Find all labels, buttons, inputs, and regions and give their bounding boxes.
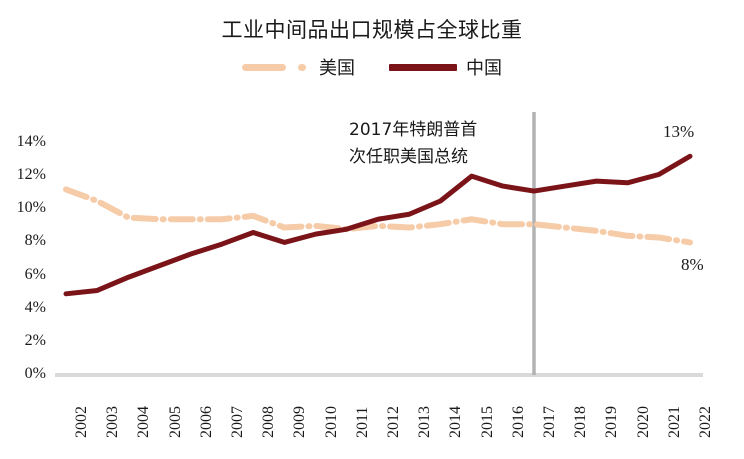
x-tick-label: 2005: [166, 406, 184, 438]
x-tick-label: 2009: [291, 406, 309, 438]
y-tick-label: 0%: [24, 365, 46, 382]
legend-label-china: 中国: [466, 58, 502, 79]
china-end-value-label: 13%: [663, 122, 695, 142]
x-tick-label: 2004: [135, 406, 153, 438]
x-tick-label: 2011: [353, 406, 371, 438]
x-tick-label: 2007: [229, 406, 246, 438]
y-tick-label: 2%: [24, 331, 46, 349]
y-tick-label: 12%: [16, 166, 46, 184]
legend-item-china[interactable]: 中国: [389, 54, 502, 80]
annotation-line-2: 次任职美国总统: [349, 147, 468, 167]
x-tick-label: 2006: [197, 406, 215, 438]
x-tick-label: 2022: [697, 406, 714, 438]
y-tick-label: 8%: [24, 232, 46, 250]
y-tick-label: 14%: [16, 133, 46, 150]
series-line-china: [63, 153, 693, 297]
x-tick-label: 2003: [104, 406, 122, 438]
series-line-us: [63, 186, 693, 246]
x-tick-label: 2016: [509, 406, 527, 438]
y-tick-label: 6%: [24, 265, 46, 283]
x-tick-label: 2014: [447, 406, 465, 438]
x-tick-label: 2012: [385, 406, 402, 438]
legend-swatch-us-icon: [242, 63, 310, 72]
x-tick-label: 2021: [665, 406, 683, 438]
x-tick-label: 2002: [73, 406, 90, 438]
x-tick-label: 2019: [603, 406, 621, 438]
y-tick-label: 4%: [24, 298, 46, 316]
legend-item-us[interactable]: 美国: [242, 54, 355, 80]
x-tick-label: 2010: [322, 406, 340, 438]
annotation-line-1: 2017年特朗普首: [349, 120, 478, 140]
x-tick-label: 2015: [478, 406, 496, 438]
chart-title: 工业中间品出口规模占全球比重: [221, 18, 523, 42]
x-tick-label: 2013: [416, 406, 434, 438]
chart-legend: 美国 中国: [0, 54, 744, 80]
x-tick-label: 2018: [572, 406, 590, 438]
x-tick-label: 2017: [541, 406, 558, 438]
x-tick-label: 2008: [260, 406, 278, 438]
y-tick-label: 10%: [16, 199, 46, 217]
us-end-value-label: 8%: [681, 255, 704, 275]
legend-swatch-china-icon: [389, 63, 457, 72]
legend-label-us: 美国: [319, 58, 355, 79]
x-tick-label: 2020: [634, 406, 652, 438]
